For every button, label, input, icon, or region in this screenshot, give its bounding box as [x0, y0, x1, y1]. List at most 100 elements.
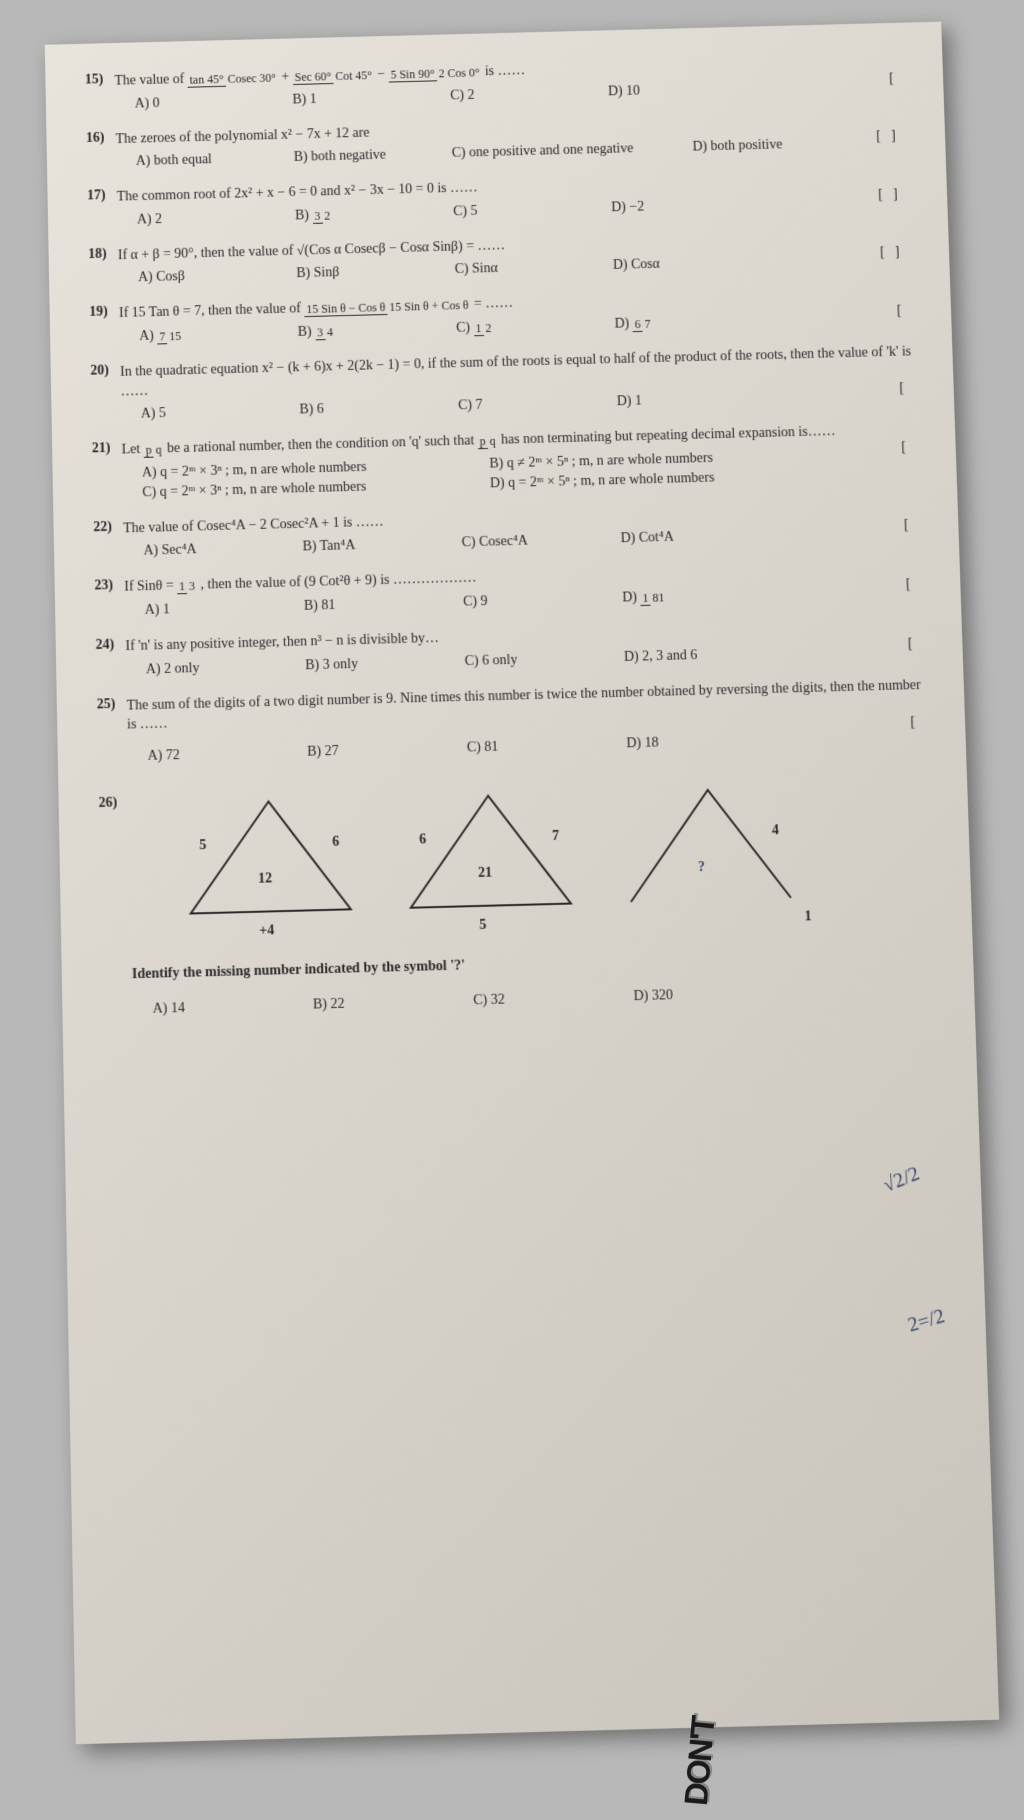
bracket-mark: [ ] [880, 245, 900, 261]
q23-opt-c: C) 9 [463, 592, 563, 610]
bracket-mark: [ [901, 440, 906, 456]
bracket-mark: [ ] [876, 129, 896, 145]
tri2-bottom: 5 [479, 917, 486, 933]
question-21: 21) Let pq be a rational number, then th… [92, 420, 917, 502]
tri3-center: ? [698, 860, 705, 876]
bracket-mark: [ [910, 715, 915, 731]
q22-opt-c: C) Cosec⁴A [461, 533, 561, 551]
bracket-mark: [ [899, 381, 904, 397]
triangle-2: 6 7 21 5 [398, 783, 581, 928]
q23-opt-d: D) 181 [622, 588, 722, 606]
q18-opt-d: D) Cosα [613, 256, 712, 274]
q20-opt-a: A) 5 [141, 404, 241, 422]
question-18: 18) If α + β = 90°, then the value of √(… [88, 226, 910, 288]
q18-opt-c: C) Sinα [455, 260, 554, 278]
q18-opt-b: B) Sinβ [296, 264, 395, 282]
question-22: 22) The value of Cosec⁴A − 2 Cosec²A + 1… [93, 499, 919, 562]
triangle-diagrams: 5 6 12 +4 6 7 21 5 4 ? 1 [178, 774, 931, 933]
q25-text: The sum of the digits of a two digit num… [126, 676, 924, 736]
q25-number: 25) [97, 697, 116, 713]
tri2-right: 7 [552, 829, 559, 845]
q25-opt-b: B) 27 [307, 742, 407, 761]
q23-number: 23) [94, 578, 113, 594]
q22-opt-b: B) Tan⁴A [302, 537, 402, 555]
tri1-left: 5 [199, 838, 206, 854]
q22-number: 22) [93, 520, 112, 536]
q21-opt-c: C) q = 2ᵐ × 3ⁿ ; m, n are whole numbers [142, 477, 460, 501]
q19-number: 19) [89, 305, 108, 321]
q25-opt-c: C) 81 [467, 738, 567, 757]
q19-opt-a: A) 715 [139, 327, 238, 345]
bracket-mark: [ [908, 636, 913, 652]
tri3-left: 4 [772, 823, 779, 839]
q20-opt-d: D) 1 [617, 392, 717, 410]
tri2-left: 6 [419, 832, 426, 848]
q17-opt-a: A) 2 [137, 210, 236, 228]
question-26: 26) 5 6 12 +4 6 7 21 5 4 ? 1 [98, 774, 934, 1019]
q17-opt-c: C) 5 [453, 202, 552, 220]
q16-opt-a: A) both equal [136, 152, 235, 170]
tri1-center: 12 [258, 871, 272, 887]
q26-opt-b: B) 22 [313, 995, 414, 1014]
bracket-mark: [ ] [878, 187, 898, 203]
q22-opt-d: D) Cot⁴A [620, 529, 720, 547]
handwriting-mark-2: 2=/2 [906, 1305, 948, 1338]
bracket-mark: [ [906, 577, 911, 593]
q24-opt-b: B) 3 only [305, 655, 405, 673]
triangle-1: 5 6 12 +4 [178, 789, 361, 934]
q24-number: 24) [95, 637, 114, 653]
q15-opt-b: B) 1 [292, 90, 391, 108]
handwriting-mark-1: √2/2 [881, 1162, 924, 1197]
q22-opt-a: A) Sec⁴A [143, 541, 243, 559]
dont-logo: DON'T [678, 1716, 723, 1807]
question-15: 15) The value of tan 45°Cosec 30° + Sec … [85, 52, 904, 114]
q19-opt-d: D) 67 [614, 314, 713, 332]
tri1-right: 6 [332, 834, 339, 850]
q26-options: A) 14 B) 22 C) 32 D) 320 [152, 982, 934, 1019]
q17-number: 17) [87, 188, 106, 204]
q20-number: 20) [90, 363, 109, 379]
question-24: 24) If 'n' is any positive integer, then… [95, 616, 923, 679]
tri2-center: 21 [478, 865, 492, 881]
q25-opt-d: D) 18 [626, 734, 726, 753]
q26-number: 26) [98, 795, 117, 811]
q26-opt-a: A) 14 [152, 999, 253, 1018]
q16-opt-d: D) both positive [692, 138, 791, 156]
q16-opt-b: B) both negative [294, 148, 393, 166]
bracket-mark: [ [889, 71, 894, 87]
q17-opt-b: B) 32 [295, 206, 394, 224]
q23-opt-b: B) 81 [304, 596, 404, 614]
q15-opt-d: D) 10 [608, 82, 707, 100]
bracket-mark: [ [897, 304, 902, 320]
q20-opt-b: B) 6 [299, 400, 399, 418]
q26-identify: Identify the missing number indicated by… [132, 944, 934, 985]
q20-opt-c: C) 7 [458, 396, 558, 414]
q24-opt-d: D) 2, 3 and 6 [624, 647, 724, 665]
q18-opt-a: A) Cosβ [138, 268, 237, 286]
q15-opt-c: C) 2 [450, 86, 549, 104]
q26-opt-c: C) 32 [473, 991, 574, 1010]
exam-paper: 15) The value of tan 45°Cosec 30° + Sec … [45, 22, 999, 1745]
tri1-bottom: +4 [259, 923, 274, 939]
q24-opt-a: A) 2 only [146, 659, 246, 677]
triangle-3: 4 ? 1 [618, 777, 802, 921]
q21-number: 21) [92, 441, 111, 457]
question-20: 20) In the quadratic equation x² − (k + … [90, 343, 914, 424]
question-16: 16) The zeroes of the polynomial x² − 7x… [86, 110, 906, 172]
question-17: 17) The common root of 2x² + x − 6 = 0 a… [87, 168, 908, 230]
q21-opt-d: D) q = 2ᵐ × 5ⁿ ; m, n are whole numbers [490, 468, 808, 492]
q19-opt-c: C) 12 [456, 318, 555, 336]
q23-opt-a: A) 1 [145, 600, 245, 618]
question-25: 25) The sum of the digits of a two digit… [97, 676, 926, 766]
q25-opt-a: A) 72 [147, 746, 247, 765]
q15-opt-a: A) 0 [135, 94, 234, 112]
q15-number: 15) [85, 72, 104, 88]
q16-opt-c: C) one positive and one negative [452, 142, 634, 162]
q25-options: A) 72 B) 27 C) 81 D) 18 [147, 728, 925, 764]
q16-number: 16) [86, 130, 105, 146]
question-23: 23) If Sinθ = 13 , then the value of (9 … [94, 557, 921, 620]
q24-opt-c: C) 6 only [464, 651, 564, 669]
tri3-bottom: 1 [804, 909, 812, 925]
q26-opt-d: D) 320 [633, 987, 734, 1006]
q17-opt-d: D) −2 [611, 198, 710, 216]
